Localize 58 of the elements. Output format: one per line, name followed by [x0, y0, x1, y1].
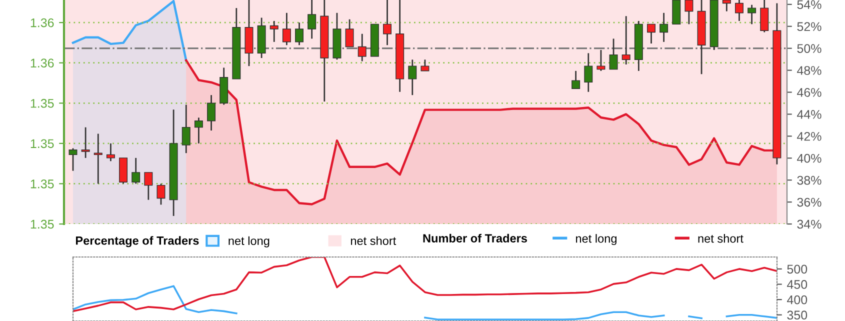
y2-tick-label: 46% — [797, 88, 822, 97]
candlestick — [345, 18, 354, 48]
candlestick — [156, 183, 166, 206]
legend-title: Percentage of Traders — [76, 236, 199, 248]
y-tick-label: 1.36 — [30, 18, 54, 28]
candlestick — [722, 0, 731, 12]
candlestick — [609, 38, 618, 70]
y-tick-label: 1.36 — [30, 58, 54, 68]
y-tick-label: 1.35 — [30, 180, 54, 188]
y2-tick-label: 36% — [797, 198, 822, 207]
candlestick — [572, 70, 580, 90]
candlestick — [270, 20, 278, 43]
y-tick-label: 500 — [787, 264, 808, 274]
y-tick-label: 1.35 — [30, 139, 54, 148]
candlestick — [408, 58, 417, 96]
legend-label: net short — [698, 234, 744, 243]
candlestick — [144, 172, 153, 201]
y2-tick-label: 38% — [797, 176, 822, 185]
candlestick — [646, 23, 656, 44]
candlestick — [358, 33, 366, 62]
candlestick — [596, 49, 606, 72]
y2-tick-label: 50% — [797, 44, 822, 53]
y-tick-label: 1.35 — [30, 220, 54, 229]
y2-tick-label: 52% — [797, 22, 822, 32]
y2-tick-label: 54% — [797, 0, 822, 10]
y-tick-label: 1.35 — [30, 98, 54, 108]
candlestick — [420, 58, 430, 72]
candlestick — [622, 15, 630, 66]
candlestick — [383, 0, 392, 46]
y-tick-label: 400 — [787, 295, 808, 304]
candlestick — [308, 0, 316, 40]
candlestick — [660, 12, 668, 43]
candlestick — [132, 157, 140, 184]
candlestick — [81, 126, 90, 159]
y2-tick-label: 48% — [797, 66, 822, 75]
candlestick — [295, 22, 304, 46]
candlestick — [734, 0, 744, 22]
candlestick — [748, 4, 756, 25]
y2-tick-label: 34% — [797, 220, 822, 229]
candlestick — [760, 0, 769, 33]
y-tick-label: 350 — [787, 310, 808, 320]
y-tick-label: 450 — [787, 280, 808, 289]
candlestick — [94, 133, 102, 184]
candlestick — [68, 148, 78, 172]
candlestick — [106, 142, 115, 162]
legend-title: Number of Traders — [423, 234, 527, 243]
candlestick — [584, 52, 593, 93]
y2-tick-label: 42% — [797, 132, 822, 141]
legend-label: net long — [576, 234, 616, 246]
y2-tick-label: 40% — [797, 154, 822, 163]
legend-label: net long — [228, 236, 270, 248]
candlestick — [282, 12, 291, 46]
legend-label: net short — [350, 236, 396, 246]
candlestick — [684, 0, 694, 25]
candlestick — [207, 94, 216, 132]
y2-tick-label: 44% — [797, 110, 822, 119]
candlestick — [194, 116, 203, 144]
candlestick — [182, 104, 190, 154]
